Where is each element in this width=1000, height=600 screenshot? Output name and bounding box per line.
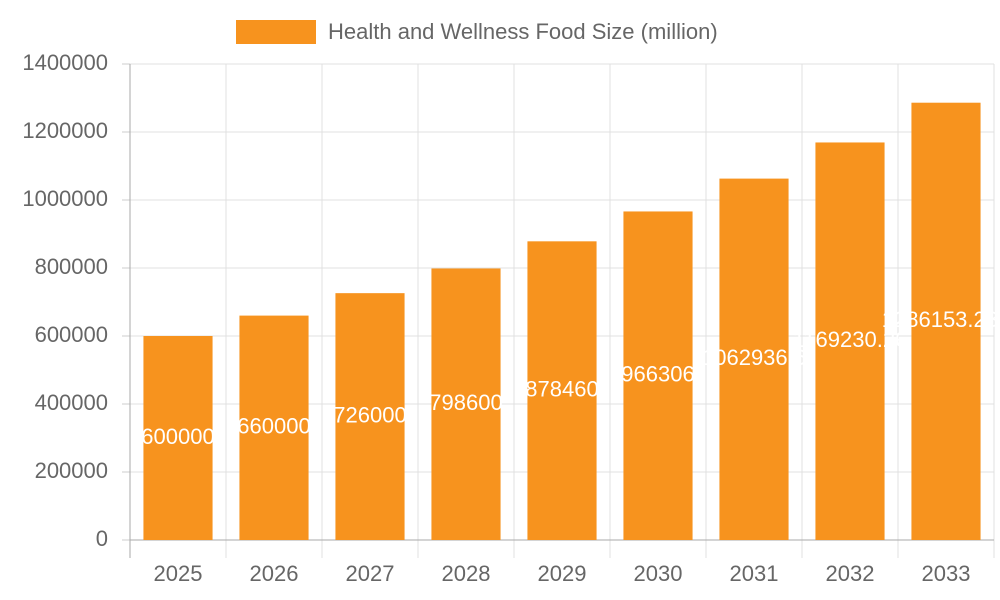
y-tick-label: 800000 <box>35 254 108 279</box>
x-tick-label: 2030 <box>634 561 683 586</box>
x-tick-label: 2033 <box>922 561 971 586</box>
bar <box>719 178 789 540</box>
y-tick-label: 0 <box>96 526 108 551</box>
y-tick-label: 200000 <box>35 458 108 483</box>
legend-label: Health and Wellness Food Size (million) <box>328 19 718 44</box>
x-tick-label: 2026 <box>250 561 299 586</box>
x-tick-label: 2029 <box>538 561 587 586</box>
x-tick-label: 2032 <box>826 561 875 586</box>
x-tick-label: 2028 <box>442 561 491 586</box>
value-label: 878460 <box>525 376 598 401</box>
bar <box>239 315 309 540</box>
bar <box>623 211 693 540</box>
bar <box>911 102 981 540</box>
value-label: 966306 <box>621 362 694 387</box>
value-label: 1062936.6 <box>702 345 806 370</box>
y-tick-label: 1000000 <box>22 186 108 211</box>
y-tick-label: 400000 <box>35 390 108 415</box>
bar <box>527 241 597 540</box>
value-label: 1286153.286 <box>882 307 1000 332</box>
y-tick-label: 1200000 <box>22 118 108 143</box>
bar <box>431 268 501 540</box>
bar <box>335 293 405 540</box>
y-tick-label: 1400000 <box>22 50 108 75</box>
legend-swatch <box>236 20 316 44</box>
value-label: 660000 <box>237 414 310 439</box>
x-tick-label: 2027 <box>346 561 395 586</box>
bar <box>143 336 213 540</box>
bar <box>815 142 885 540</box>
value-label: 726000 <box>333 402 406 427</box>
value-label: 1169230.26 <box>793 327 908 352</box>
x-tick-label: 2031 <box>730 561 779 586</box>
x-tick-label: 2025 <box>154 561 203 586</box>
value-label: 798600 <box>429 390 502 415</box>
y-tick-label: 600000 <box>35 322 108 347</box>
value-label: 600000 <box>141 424 214 449</box>
